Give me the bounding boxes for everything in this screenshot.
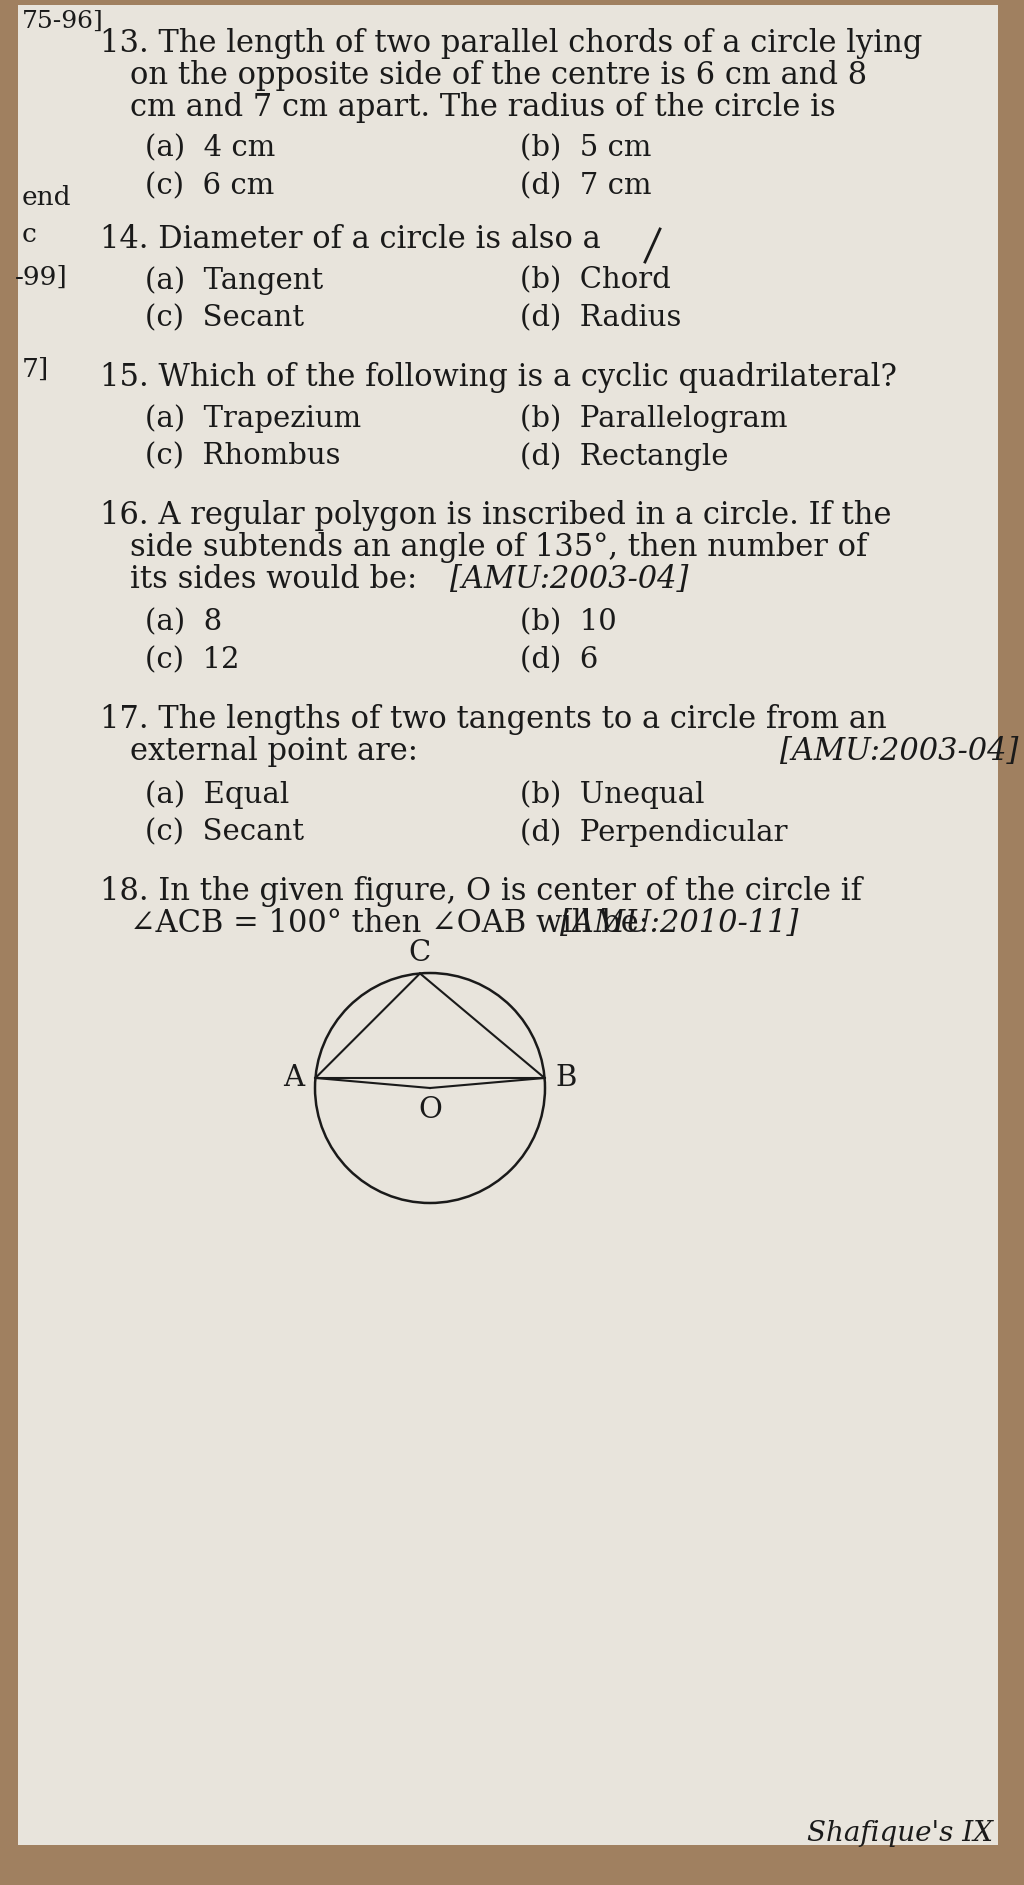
Text: (b)  10: (b) 10 [520,609,616,635]
Text: (c)  Rhombus: (c) Rhombus [145,441,341,469]
Text: ∠ACB = 100° then ∠OAB will be:: ∠ACB = 100° then ∠OAB will be: [130,909,649,939]
Text: (b)  Unequal: (b) Unequal [520,780,705,809]
Text: c: c [22,222,37,247]
Text: (a)  8: (a) 8 [145,609,222,635]
Text: (d)  7 cm: (d) 7 cm [520,172,651,200]
Text: (b)  Parallelogram: (b) Parallelogram [520,403,787,434]
Text: side subtends an angle of 135°, then number of: side subtends an angle of 135°, then num… [130,532,867,564]
Text: (c)  12: (c) 12 [145,647,240,675]
Text: 75-96]: 75-96] [22,9,103,34]
Text: external point are:: external point are: [130,735,418,767]
Text: A: A [283,1063,304,1091]
Text: its sides would be:: its sides would be: [130,564,437,596]
Text: 7]: 7] [22,356,49,383]
Text: on the opposite side of the centre is 6 cm and 8: on the opposite side of the centre is 6 … [130,60,867,90]
Text: Shafique's IX: Shafique's IX [807,1821,993,1847]
Text: 17. The lengths of two tangents to a circle from an: 17. The lengths of two tangents to a cir… [100,703,887,735]
Text: (b)  5 cm: (b) 5 cm [520,134,651,162]
Text: (a)  Tangent: (a) Tangent [145,266,324,294]
Text: [AMU:2003-04]: [AMU:2003-04] [780,735,1019,767]
Text: (b)  Chord: (b) Chord [520,266,671,294]
FancyBboxPatch shape [18,6,998,1845]
Text: O: O [418,1095,442,1123]
Text: 18. In the given figure, O is center of the circle if: 18. In the given figure, O is center of … [100,877,862,907]
Text: C: C [409,939,431,967]
Text: 13. The length of two parallel chords of a circle lying: 13. The length of two parallel chords of… [100,28,923,58]
Text: (c)  6 cm: (c) 6 cm [145,172,274,200]
Text: (d)  Radius: (d) Radius [520,303,681,332]
Text: -99]: -99] [15,266,68,290]
Text: (c)  Secant: (c) Secant [145,303,304,332]
Text: (a)  Trapezium: (a) Trapezium [145,403,361,434]
Text: (d)  Rectangle: (d) Rectangle [520,441,728,471]
Text: [AMU:2003-04]: [AMU:2003-04] [450,564,688,596]
Text: end: end [22,185,72,209]
Text: B: B [556,1063,578,1091]
Text: (a)  4 cm: (a) 4 cm [145,134,275,162]
Text: [AMU:2010-11]: [AMU:2010-11] [560,909,799,939]
Text: (d)  6: (d) 6 [520,647,598,675]
Text: (c)  Secant: (c) Secant [145,818,304,846]
Text: 14. Diameter of a circle is also a: 14. Diameter of a circle is also a [100,224,601,254]
Text: 15. Which of the following is a cyclic quadrilateral?: 15. Which of the following is a cyclic q… [100,362,897,392]
Text: (d)  Perpendicular: (d) Perpendicular [520,818,787,846]
Text: cm and 7 cm apart. The radius of the circle is: cm and 7 cm apart. The radius of the cir… [130,92,836,123]
Text: 16. A regular polygon is inscribed in a circle. If the: 16. A regular polygon is inscribed in a … [100,500,892,532]
Text: (a)  Equal: (a) Equal [145,780,289,809]
